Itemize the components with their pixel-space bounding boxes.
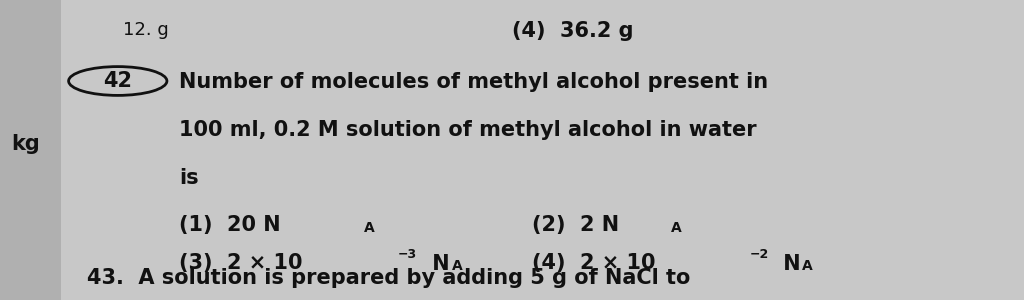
Text: −3: −3: [397, 248, 417, 260]
Text: A: A: [364, 220, 374, 235]
Text: (4)  2 × 10: (4) 2 × 10: [532, 254, 656, 274]
Text: kg: kg: [11, 134, 40, 154]
Text: (2)  2 N: (2) 2 N: [532, 214, 620, 235]
Text: N: N: [776, 254, 801, 274]
Text: 100 ml, 0.2 M solution of methyl alcohol in water: 100 ml, 0.2 M solution of methyl alcohol…: [179, 120, 757, 140]
Text: (4)  36.2 g: (4) 36.2 g: [512, 21, 634, 41]
Text: N: N: [425, 254, 450, 274]
Text: A: A: [671, 220, 681, 235]
Text: A: A: [452, 260, 462, 274]
Text: (1)  20 N: (1) 20 N: [179, 214, 281, 235]
Text: 12. g: 12. g: [123, 21, 169, 39]
Text: Number of molecules of methyl alcohol present in: Number of molecules of methyl alcohol pr…: [179, 72, 768, 92]
Text: 43.  A solution is prepared by adding 5 g of NaCl to: 43. A solution is prepared by adding 5 g…: [87, 268, 690, 288]
Text: −2: −2: [750, 248, 769, 260]
Text: (3)  2 × 10: (3) 2 × 10: [179, 254, 303, 274]
Text: 42: 42: [103, 71, 132, 91]
Text: A: A: [802, 260, 812, 274]
Text: is: is: [179, 168, 199, 188]
FancyBboxPatch shape: [0, 0, 61, 300]
